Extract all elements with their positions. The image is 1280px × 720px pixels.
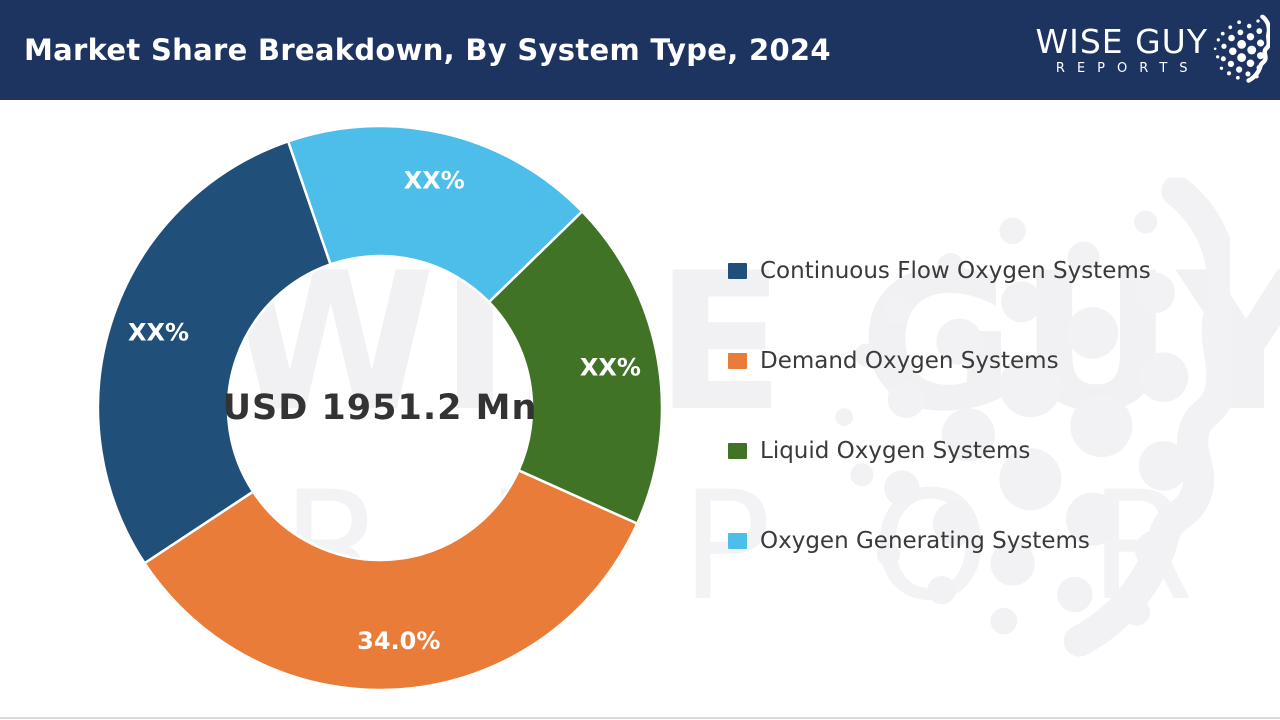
- donut-segment-2: [487, 210, 664, 525]
- brand-wordmark: WISE GUY REPORTS: [1035, 25, 1208, 75]
- legend-swatch: [728, 533, 747, 549]
- brand-logo: WISE GUY REPORTS: [1035, 0, 1270, 100]
- legend-label: Demand Oxygen Systems: [760, 348, 1059, 374]
- legend-swatch: [728, 443, 747, 459]
- chart-legend: Continuous Flow Oxygen Systems Demand Ox…: [728, 258, 1151, 554]
- face-profile-icon: [1212, 13, 1270, 87]
- legend-item-oxygen-generating: Oxygen Generating Systems: [728, 528, 1151, 554]
- slice-percentage-label-1: 34.0%: [357, 627, 440, 655]
- legend-label: Oxygen Generating Systems: [760, 528, 1090, 554]
- slice-percentage-label-0: XX%: [128, 319, 189, 347]
- legend-label: Continuous Flow Oxygen Systems: [760, 258, 1151, 284]
- header: Market Share Breakdown, By System Type, …: [0, 0, 1280, 100]
- legend-item-demand: Demand Oxygen Systems: [728, 348, 1151, 374]
- brand-name: WISE GUY: [1035, 22, 1208, 61]
- donut-segment-3: [286, 124, 584, 304]
- donut-segment-0: [96, 140, 332, 565]
- slice-percentage-label-3: XX%: [404, 166, 465, 194]
- bottom-divider: [0, 717, 1280, 719]
- legend-item-liquid: Liquid Oxygen Systems: [728, 438, 1151, 464]
- brand-subtitle: REPORTS: [1055, 61, 1200, 76]
- legend-swatch: [728, 353, 747, 369]
- slice-percentage-label-2: XX%: [580, 353, 641, 381]
- legend-label: Liquid Oxygen Systems: [760, 438, 1031, 464]
- page-title: Market Share Breakdown, By System Type, …: [24, 33, 831, 67]
- legend-item-continuous-flow: Continuous Flow Oxygen Systems: [728, 258, 1151, 284]
- chart-area: WISE GUY REPORTS XX%34.0%XX%XX% USD 1951…: [0, 100, 1280, 718]
- donut-chart: XX% 34.0% XX% XX%: [96, 124, 664, 692]
- legend-swatch: [728, 263, 747, 279]
- donut-segment-1: [143, 469, 639, 692]
- chart-center-value: USD 1951.2 Mn: [222, 388, 538, 428]
